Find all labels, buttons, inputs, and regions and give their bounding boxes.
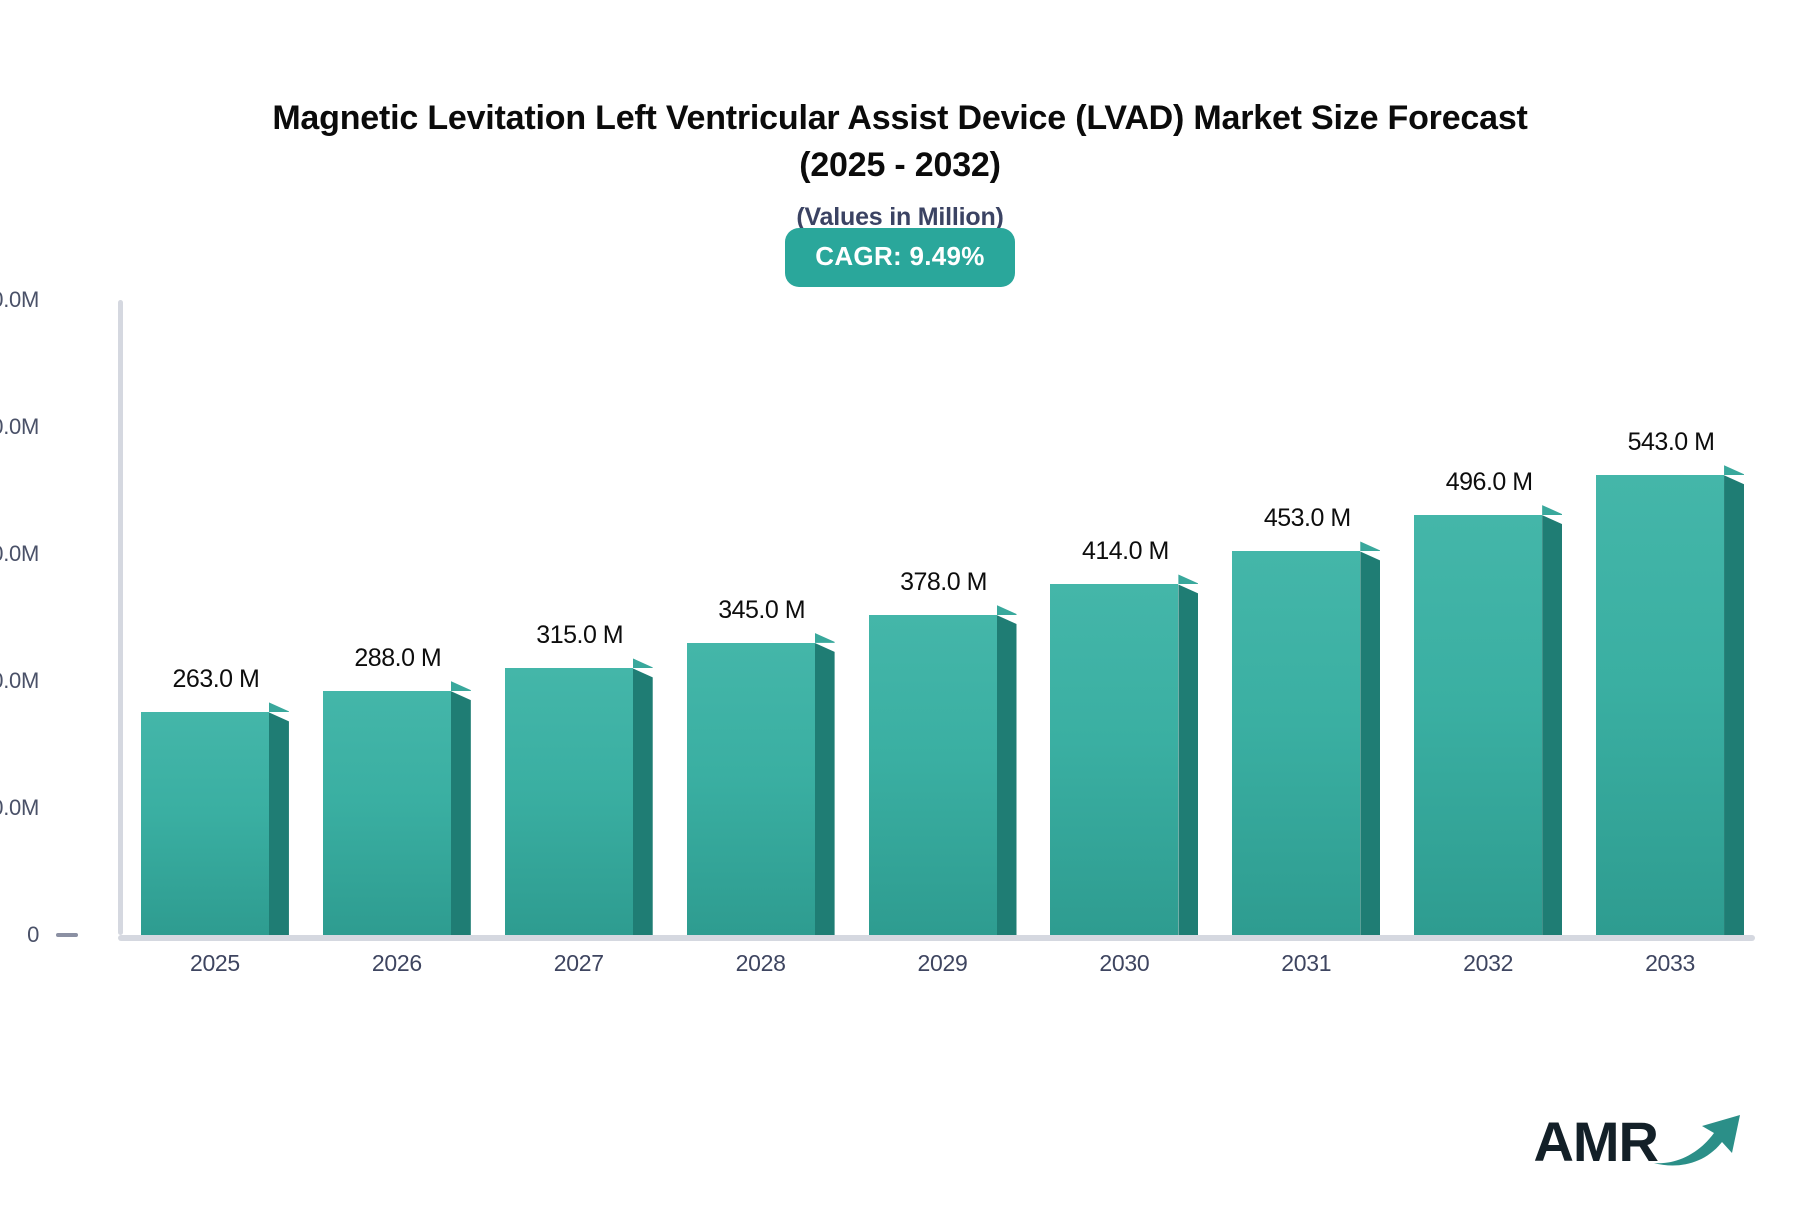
bar[interactable] — [868, 614, 997, 935]
bar-top-face — [450, 681, 471, 692]
bar[interactable] — [140, 712, 269, 935]
bar[interactable] — [504, 668, 633, 935]
y-axis-tick-label: 750.0M — [0, 287, 39, 312]
bar[interactable] — [1050, 584, 1179, 935]
bar-top-face — [1542, 505, 1563, 516]
y-axis-tick-label: 300.0M — [0, 668, 39, 693]
y-axis-tick-label: 450.0M — [0, 541, 39, 566]
amr-logo: AMR — [1533, 1109, 1748, 1170]
bar[interactable] — [686, 642, 815, 935]
y-axis-zero-tick — [56, 933, 78, 937]
bar-value-label: 378.0 M — [900, 567, 987, 596]
bar[interactable] — [1596, 475, 1725, 935]
bar[interactable] — [1232, 551, 1361, 935]
x-axis-tick-label: 2028 — [735, 950, 786, 976]
bar-top-face — [814, 632, 835, 643]
bar-side-face — [996, 614, 1017, 935]
x-axis-tick-label: 2026 — [371, 950, 422, 976]
bar-value-label: 414.0 M — [1081, 537, 1169, 566]
bar-value-label: 345.0 M — [718, 595, 806, 624]
plot-area: 263.0 M 2025 288.0 M 2026 315.0 M 2027 345.0 M… — [0, 287, 1755, 976]
y-axis-line — [118, 300, 123, 935]
bar-side-face — [1724, 475, 1745, 935]
bar-top-face — [1178, 574, 1199, 585]
cagr-badge: CAGR: 9.49% — [785, 228, 1015, 287]
x-axis-tick-label: 2029 — [917, 950, 968, 976]
bar-side-face — [268, 712, 289, 935]
trend-up-arrow-icon — [1652, 1109, 1748, 1174]
x-axis-tick-label: 2031 — [1281, 950, 1332, 976]
bar-side-face — [632, 668, 653, 935]
x-axis-tick-label: 2033 — [1645, 950, 1696, 976]
bar-top-face — [1724, 465, 1745, 476]
bars-layer: 263.0 M 2025 288.0 M 2026 315.0 M 2027 345.0 M… — [118, 300, 1755, 976]
bar-top-face — [268, 702, 289, 713]
bar-value-label: 288.0 M — [354, 644, 442, 673]
bar-side-face — [814, 642, 835, 935]
bar-value-label: 496.0 M — [1445, 468, 1533, 497]
bar-value-label: 315.0 M — [536, 621, 624, 650]
bar-top-face — [1360, 541, 1381, 552]
y-axis-tick-label: 600.0M — [0, 414, 39, 439]
bar-group[interactable]: 453.0 M 2031 — [1232, 300, 1381, 976]
bar-value-label: 543.0 M — [1627, 428, 1715, 457]
bar-side-face — [1360, 551, 1381, 935]
bar-group[interactable]: 496.0 M 2032 — [1414, 300, 1563, 976]
bar-group[interactable]: 315.0 M 2027 — [504, 300, 653, 976]
cagr-badge-wrapper: CAGR: 9.49% — [0, 228, 1800, 287]
y-axis-tick-label: 150.0M — [0, 795, 39, 820]
bar-top-face — [996, 604, 1017, 615]
bar-side-face — [1178, 584, 1199, 935]
chart-subtitle: (Values in Million) — [796, 202, 1004, 231]
chart-title-line-2: (2025 - 2032) — [799, 145, 1001, 184]
chart-header: Magnetic Levitation Left Ventricular Ass… — [0, 95, 1800, 232]
bar-top-face — [632, 658, 653, 669]
bar-side-face — [1542, 515, 1563, 935]
bar[interactable] — [322, 691, 451, 935]
x-axis-tick-label: 2032 — [1463, 950, 1514, 976]
amr-logo-text: AMR — [1533, 1110, 1659, 1173]
x-axis-tick-label: 2027 — [553, 950, 604, 976]
bar[interactable] — [1414, 515, 1543, 935]
chart-title-line-1: Magnetic Levitation Left Ventricular Ass… — [272, 99, 1528, 137]
x-axis-line — [118, 935, 1755, 941]
bar-value-label: 453.0 M — [1263, 504, 1351, 533]
x-axis-tick-label: 2030 — [1099, 950, 1150, 976]
x-axis-tick-label: 2025 — [189, 950, 240, 976]
chart-title: Magnetic Levitation Left Ventricular Ass… — [90, 95, 1710, 189]
bar-group[interactable]: 288.0 M 2026 — [322, 300, 471, 976]
bar-group[interactable]: 378.0 M 2029 — [868, 300, 1017, 976]
y-axis-tick-label: 0 — [27, 922, 39, 947]
bar-group[interactable]: 263.0 M 2025 — [140, 300, 289, 976]
bar-group[interactable]: 543.0 M 2033 — [1596, 300, 1745, 976]
bar-group[interactable]: 414.0 M 2030 — [1050, 300, 1199, 976]
bar-value-label: 263.0 M — [172, 665, 260, 694]
bar-side-face — [450, 691, 471, 935]
bar-group[interactable]: 345.0 M 2028 — [686, 300, 835, 976]
